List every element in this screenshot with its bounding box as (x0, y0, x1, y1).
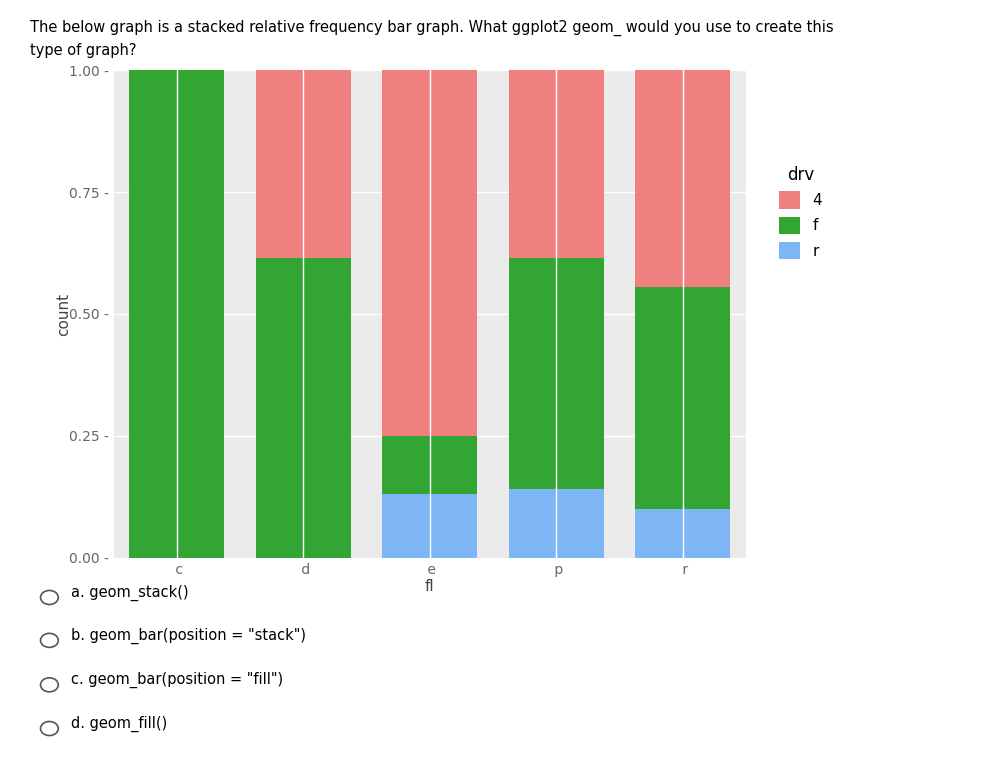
Bar (509, 258, 604, 490)
Bar (635, 509, 730, 558)
Text: a. geom_stack(): a. geom_stack() (71, 584, 189, 601)
Bar (382, 436, 477, 495)
Bar (382, 495, 477, 558)
Text: c. geom_bar(position = "fill"): c. geom_bar(position = "fill") (71, 672, 284, 688)
Bar (129, 70, 224, 558)
Bar (509, 490, 604, 558)
Text: type of graph?: type of graph? (30, 43, 136, 58)
Text: The below graph is a stacked relative frequency bar graph. What ggplot2 geom_ wo: The below graph is a stacked relative fr… (30, 20, 833, 36)
Text: d. geom_fill(): d. geom_fill() (71, 715, 167, 732)
Bar (635, 287, 730, 509)
Legend: 4, f, r: 4, f, r (779, 165, 822, 260)
Y-axis label: count: count (55, 292, 71, 335)
Bar (509, 70, 604, 258)
Bar (256, 70, 351, 258)
Bar (256, 258, 351, 558)
Text: b. geom_bar(position = "stack"): b. geom_bar(position = "stack") (71, 627, 306, 643)
X-axis label: fl: fl (425, 580, 435, 594)
Bar (382, 70, 477, 436)
Bar (635, 70, 730, 287)
